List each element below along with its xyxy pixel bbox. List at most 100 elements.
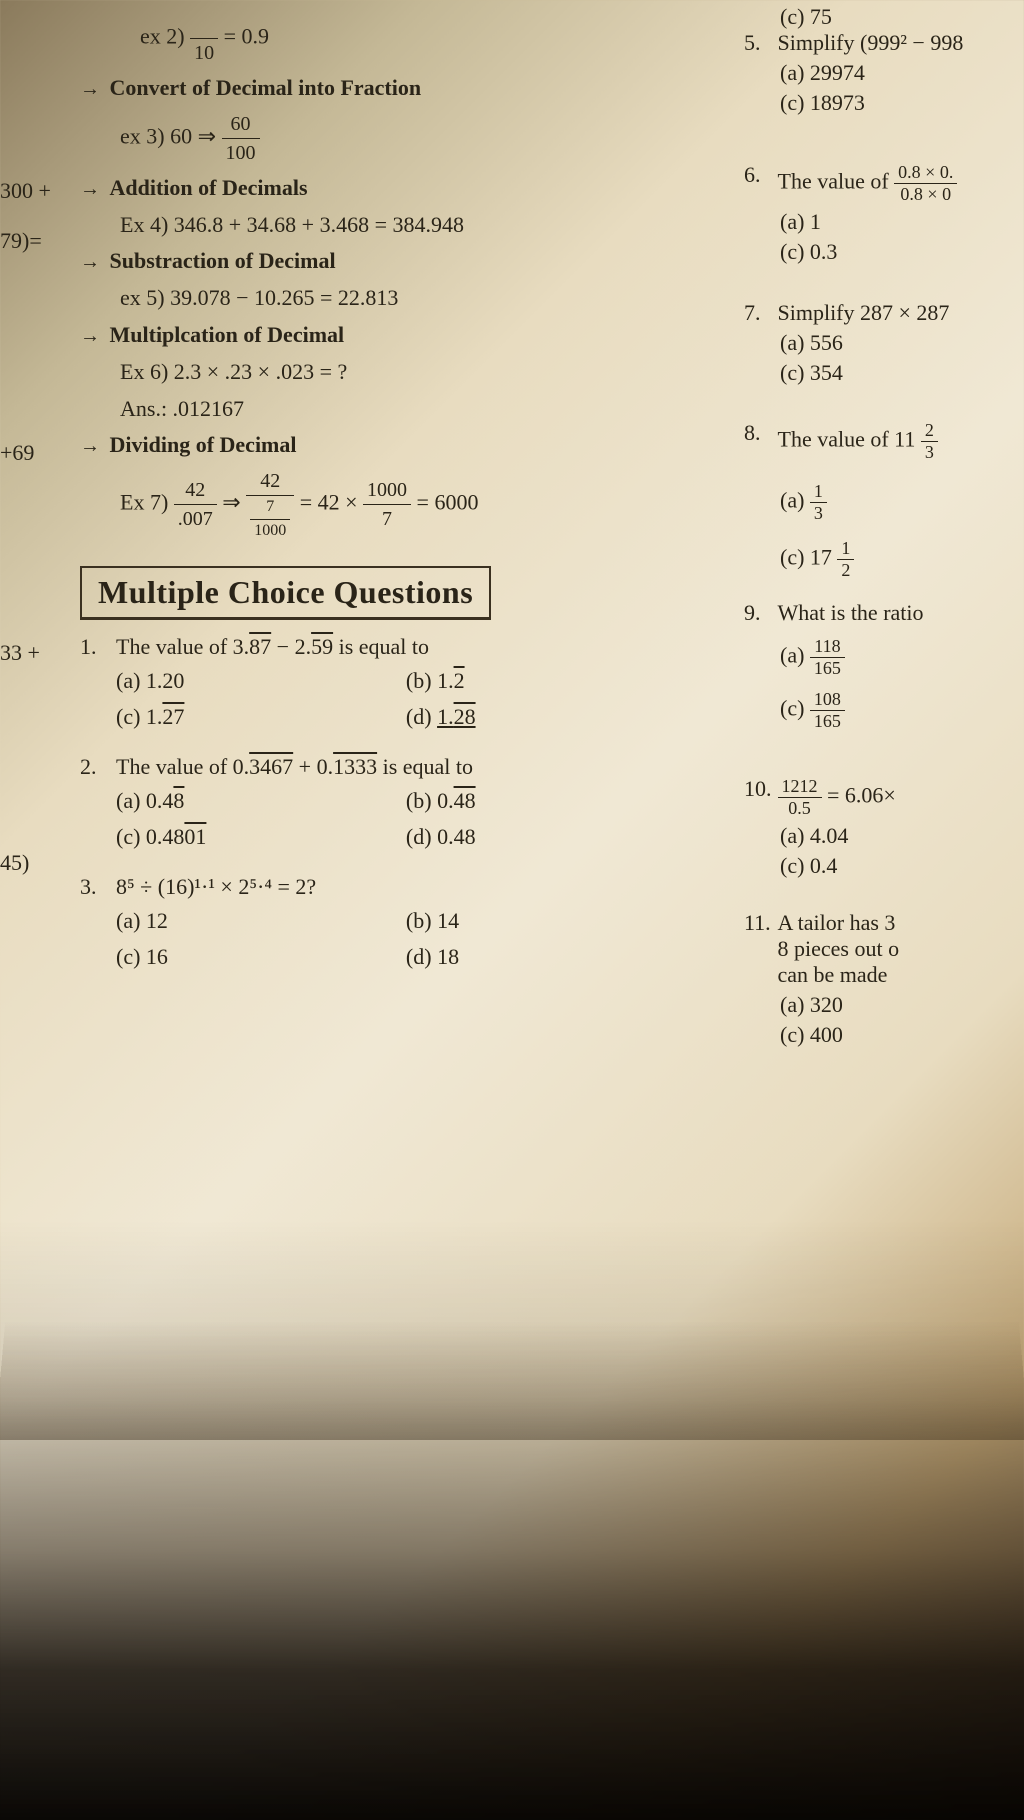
margin-note: 300 + <box>0 178 51 204</box>
option-c: (c) 0.4801 <box>116 824 406 850</box>
option-c: (c) 18973 <box>780 90 1018 116</box>
option-c: (c) 17 1 2 <box>780 538 1018 581</box>
example-4: Ex 4) 346.8 + 34.68 + 3.468 = 384.948 <box>120 210 720 241</box>
ex-label: ex 2) <box>140 24 185 49</box>
q-number: 7. <box>744 300 772 326</box>
q-text: The value of 11 2 3 <box>778 420 1018 463</box>
q-text: The value of 0.3467 + 0.1333 is equal to <box>116 754 473 779</box>
option-c: (c) 0.4 <box>780 853 1018 879</box>
option-a: (a) 12 <box>116 908 406 934</box>
option-a: (a) 1 <box>780 209 1018 235</box>
option-b: (b) 1.2 <box>406 668 696 694</box>
fraction: 10 <box>190 10 218 67</box>
option-a: (a) 4.04 <box>780 823 1018 849</box>
option-a: (a) 1 3 <box>780 481 1018 524</box>
rq-9: 9. What is the ratio (a) 118 165 (c) 108… <box>744 600 1018 732</box>
q-text: What is the ratio <box>778 600 1018 626</box>
option-a: (a) 556 <box>780 330 1018 356</box>
example-5: ex 5) 39.078 − 10.265 = 22.813 <box>120 283 720 314</box>
option-a: (a) 118 165 <box>780 636 1018 679</box>
option-c: (c) 108 165 <box>780 689 1018 732</box>
q-number: 3. <box>80 874 112 900</box>
q-text: 1212 0.5 = 6.06× <box>778 776 1018 819</box>
rq-7: 7. Simplify 287 × 287 (a) 556 (c) 354 <box>744 300 1018 386</box>
section-dividing: → Dividing of Decimal <box>80 430 720 461</box>
arrow-icon: → <box>80 78 100 100</box>
margin-note: 79)= <box>0 228 42 254</box>
rq-10: 10. 1212 0.5 = 6.06× (a) 4.04 (c) 0.4 <box>744 776 1018 879</box>
option-d: (d) 18 <box>406 944 696 970</box>
option-c: (c) 1.27 <box>116 704 406 730</box>
mcq-heading: Multiple Choice Questions <box>98 574 473 611</box>
margin-note: 33 + <box>0 640 40 666</box>
option-a: (a) 1.20 <box>116 668 406 694</box>
example-3: ex 3) 60 ⇒ 60 100 <box>120 110 720 167</box>
section-title: Addition of Decimals <box>110 175 308 200</box>
arrow-icon: → <box>80 325 100 347</box>
question-3: 3. 8⁵ ÷ (16)¹·¹ × 2⁵·⁴ = 2? (a) 12 (b) 1… <box>80 874 720 980</box>
eq-text: = 6000 <box>417 490 479 515</box>
option-b: (b) 14 <box>406 908 696 934</box>
q-text: Simplify (999² − 998 <box>778 30 1018 56</box>
fraction: 60 100 <box>222 110 260 167</box>
option-a: (a) 320 <box>780 992 1018 1018</box>
section-title: Dividing of Decimal <box>110 432 297 457</box>
example-6: Ex 6) 2.3 × .23 × .023 = ? <box>120 357 720 388</box>
option-c: (c) 0.3 <box>780 239 1018 265</box>
margin-note: 45) <box>0 850 29 876</box>
q-number: 11. <box>744 910 772 936</box>
arrow-icon: → <box>80 251 100 273</box>
section-title: Substraction of Decimal <box>110 248 336 273</box>
q-number: 1. <box>80 634 112 660</box>
q-number: 6. <box>744 162 772 188</box>
answer-6: Ans.: .012167 <box>120 394 720 425</box>
option-c: (c) 75 <box>780 4 832 30</box>
rq-5: 5. Simplify (999² − 998 (a) 29974 (c) 18… <box>744 30 1018 116</box>
rq-8: 8. The value of 11 2 3 (a) 1 3 (c) 17 <box>744 420 1018 581</box>
arrow-icon: → <box>80 435 100 457</box>
option-c: (c) 354 <box>780 360 1018 386</box>
option-a: (a) 29974 <box>780 60 1018 86</box>
option-d: (d) 0.48 <box>406 824 696 850</box>
eq-text: = 0.9 <box>224 24 269 49</box>
option-c: (c) 16 <box>116 944 406 970</box>
arrow-icon: ⇒ <box>222 490 240 515</box>
fraction-nested: 42 7 1000 <box>246 467 294 542</box>
q-number: 9. <box>744 600 772 626</box>
option-c: (c) 400 <box>780 1022 1018 1048</box>
ex-label: Ex 7) <box>120 490 168 515</box>
option-a: (a) 0.48 <box>116 788 406 814</box>
q-text: 8⁵ ÷ (16)¹·¹ × 2⁵·⁴ = 2? <box>116 874 316 899</box>
eq-text: = 42 × <box>300 490 358 515</box>
section-subtraction: → Substraction of Decimal <box>80 246 720 277</box>
mcq-heading-box: Multiple Choice Questions <box>80 566 491 620</box>
q-number: 8. <box>744 420 772 446</box>
example-fragment: ex 2) 10 = 0.9 <box>140 10 720 67</box>
q-number: 10. <box>744 776 772 802</box>
q-number: 2. <box>80 754 112 780</box>
q-text: Simplify 287 × 287 <box>778 300 1018 326</box>
section-addition: → Addition of Decimals <box>80 173 720 204</box>
arrow-icon: → <box>80 178 100 200</box>
option-d: (d) 1.28 <box>406 704 696 730</box>
q-text: The value of 0.8 × 0. 0.8 × 0 <box>778 162 1018 205</box>
rq-11: 11. A tailor has 3 8 pieces out o can be… <box>744 910 1018 1048</box>
q-text: A tailor has 3 8 pieces out o can be mad… <box>778 910 1018 988</box>
rq-6: 6. The value of 0.8 × 0. 0.8 × 0 (a) 1 (… <box>744 162 1018 265</box>
fraction: 42 .007 <box>174 476 217 533</box>
question-1: 1. The value of 3.87 − 2.59 is equal to … <box>80 634 720 740</box>
fraction: 1000 7 <box>363 476 411 533</box>
ex-text: ex 3) 60 ⇒ <box>120 123 216 148</box>
option-b: (b) 0.48 <box>406 788 696 814</box>
rq-fragment: (c) 75 <box>744 0 832 30</box>
margin-note: +69 <box>0 440 34 466</box>
section-title: Convert of Decimal into Fraction <box>110 75 422 100</box>
question-2: 2. The value of 0.3467 + 0.1333 is equal… <box>80 754 720 860</box>
main-content: ex 2) 10 = 0.9 → Convert of Decimal into… <box>80 10 720 980</box>
section-title: Multiplcation of Decimal <box>110 322 345 347</box>
section-convert: → Convert of Decimal into Fraction <box>80 73 720 104</box>
example-7: Ex 7) 42 .007 ⇒ 42 7 1000 = 42 × 1000 7 <box>120 467 720 542</box>
section-multiplication: → Multiplcation of Decimal <box>80 320 720 351</box>
q-text: The value of 3.87 − 2.59 is equal to <box>116 634 429 659</box>
q-number: 5. <box>744 30 772 56</box>
